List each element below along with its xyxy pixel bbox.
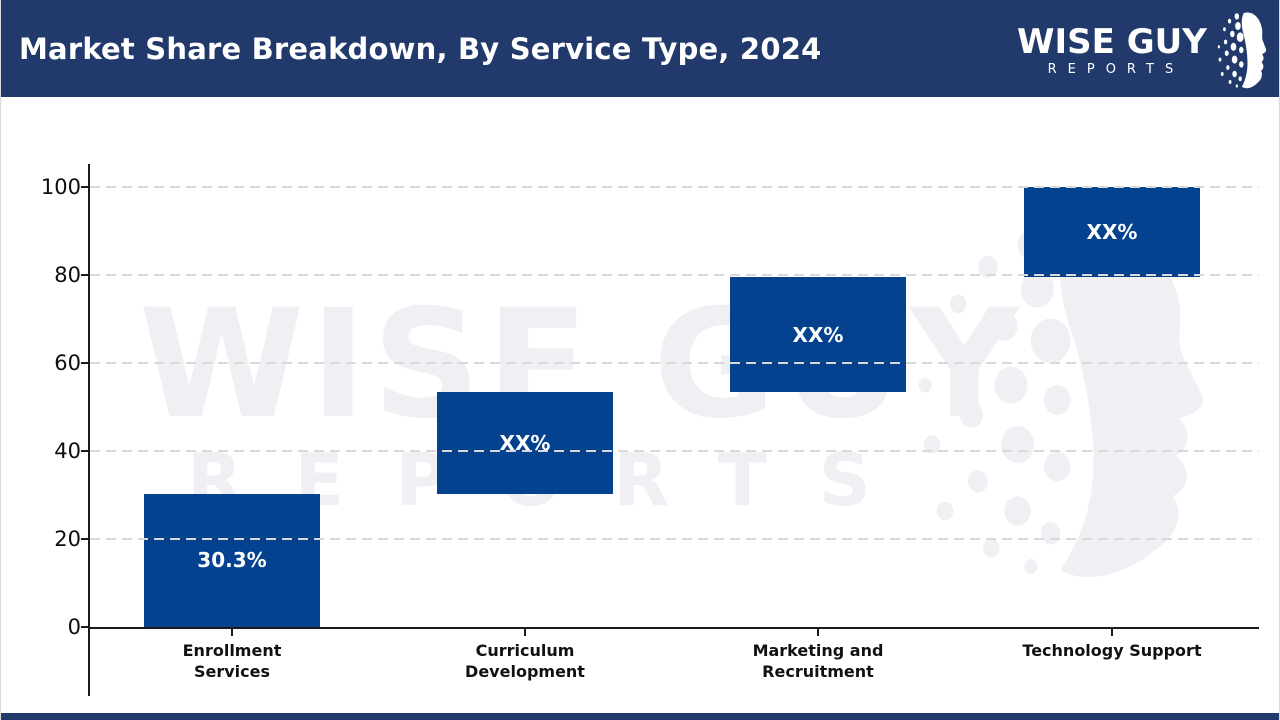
bar-curriculum-development: XX% (437, 392, 613, 494)
header-bar: Market Share Breakdown, By Service Type,… (1, 0, 1279, 97)
bar-value-label-technology-support: XX% (1086, 219, 1138, 244)
x-category-label-line: Enrollment (182, 641, 282, 660)
x-category-label-line: Curriculum (475, 641, 575, 660)
bar-marketing-and-recruitment: XX% (730, 276, 906, 393)
x-tick-mark-technology-support (1111, 629, 1113, 636)
y-tick-mark-100 (81, 185, 89, 188)
plot-area: 0 20 40 60 80 100 30.3% Enrollment Services XX% Cu… (1, 97, 1279, 713)
y-tick-label-20: 20 (54, 526, 81, 551)
x-tick-mark-marketing-and-recruitment (817, 629, 819, 636)
x-category-label-line: Services (193, 662, 271, 681)
gridline-20 (90, 537, 1259, 540)
y-tick-mark-80 (81, 273, 89, 276)
bar-value-label-enrollment-services: 30.3% (197, 548, 267, 573)
x-category-label-marketing-and-recruitment: Marketing and Recruitment (658, 640, 978, 682)
y-tick-label-40: 40 (54, 438, 81, 463)
gridline-80 (90, 273, 1259, 276)
x-tick-mark-enrollment-services (231, 629, 233, 636)
y-tick-mark-0 (81, 626, 89, 628)
bar-value-label-marketing-and-recruitment: XX% (792, 322, 844, 347)
y-tick-label-0: 0 (67, 615, 81, 639)
footer-bar (1, 713, 1279, 720)
x-category-label-curriculum-development: Curriculum Development (365, 640, 685, 682)
logo-brand-text: WISE GUY (1017, 21, 1207, 62)
y-axis (88, 164, 90, 696)
wiseguy-logo-text: WISE GUY REPORTS (1017, 24, 1207, 77)
y-tick-label-80: 80 (54, 262, 81, 287)
gridline-40 (90, 449, 1259, 452)
y-tick-mark-20 (81, 537, 89, 540)
x-category-label-line: Development (465, 662, 585, 681)
gridline-60 (90, 361, 1259, 364)
bar-technology-support: XX% (1024, 186, 1200, 277)
y-tick-label-60: 60 (54, 350, 81, 375)
wiseguy-logo: WISE GUY REPORTS (1017, 8, 1267, 92)
y-tick-mark-40 (81, 449, 89, 452)
wiseguy-head-icon (1217, 12, 1266, 89)
x-category-label-enrollment-services: Enrollment Services (72, 640, 392, 682)
y-tick-mark-60 (81, 361, 89, 364)
chart-title: Market Share Breakdown, By Service Type,… (19, 31, 822, 66)
x-category-label-line: Marketing and (752, 641, 884, 660)
logo-sub-text: REPORTS (1047, 61, 1185, 77)
y-tick-label-100: 100 (40, 174, 81, 199)
bar-enrollment-services: 30.3% (144, 493, 320, 627)
gridline-100 (90, 185, 1259, 188)
x-category-label-line: Recruitment (762, 662, 874, 681)
x-axis (88, 627, 1259, 629)
watermark-head-icon (918, 226, 1203, 577)
x-category-label-technology-support: Technology Support (952, 640, 1272, 661)
x-tick-mark-curriculum-development (524, 629, 526, 636)
x-category-label-line: Technology Support (1022, 641, 1202, 660)
